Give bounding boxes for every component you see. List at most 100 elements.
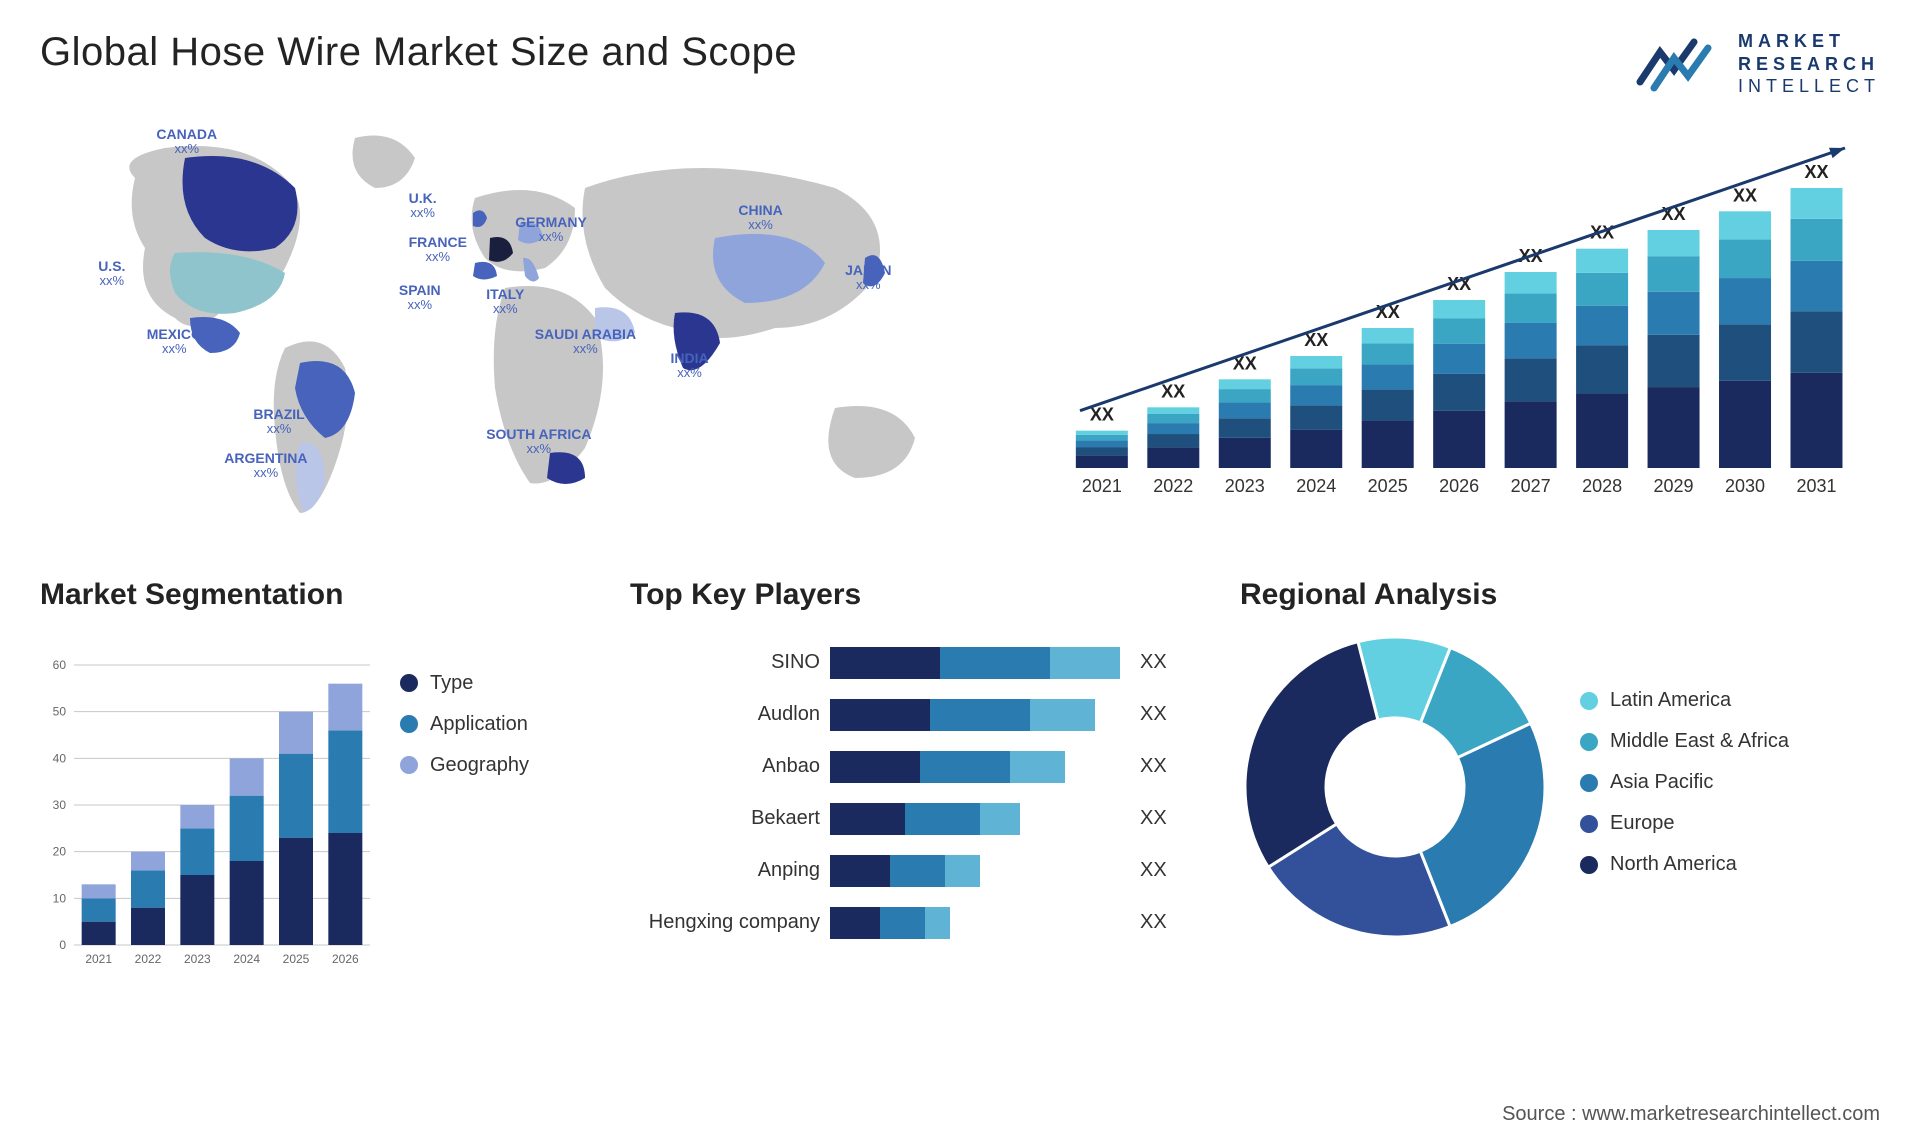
world-map (40, 118, 1010, 518)
legend-dot (400, 756, 418, 774)
map-label-italy: ITALYxx% (486, 286, 524, 317)
player-row: Audlon XX (630, 694, 1190, 736)
regional-legend: Latin America Middle East & Africa Asia Pa… (1580, 679, 1880, 894)
regional-title: Regional Analysis (1240, 578, 1880, 612)
player-name: Bekaert (630, 807, 820, 830)
svg-text:2028: 2028 (1582, 476, 1622, 496)
player-value: XX (1140, 911, 1190, 934)
svg-text:2023: 2023 (184, 952, 211, 966)
player-name: Anbao (630, 755, 820, 778)
regional-panel: Regional Analysis Latin America Middle Ea… (1240, 578, 1880, 998)
svg-text:20: 20 (53, 844, 67, 858)
legend-label: Geography (430, 754, 529, 777)
map-label-u-s-: U.S.xx% (98, 258, 125, 289)
svg-text:2023: 2023 (1225, 476, 1265, 496)
source-attribution: Source : www.marketresearchintellect.com (1502, 1103, 1880, 1126)
svg-text:XX: XX (1161, 381, 1185, 401)
player-value: XX (1140, 755, 1190, 778)
svg-text:30: 30 (53, 798, 67, 812)
legend-item-latin-america: Latin America (1580, 689, 1880, 712)
player-bar-segment (830, 803, 905, 835)
map-label-argentina: ARGENTINAxx% (224, 450, 307, 481)
legend-dot (1580, 733, 1598, 751)
legend-dot (400, 715, 418, 733)
segmentation-legend: TypeApplicationGeography (400, 632, 580, 998)
player-value: XX (1140, 859, 1190, 882)
segmentation-title: Market Segmentation (40, 578, 580, 612)
svg-text:2025: 2025 (283, 952, 310, 966)
svg-text:XX: XX (1804, 162, 1828, 182)
player-bar-segment (925, 907, 950, 939)
legend-label: North America (1610, 853, 1737, 876)
map-label-brazil: BRAZILxx% (253, 406, 304, 437)
svg-text:2025: 2025 (1368, 476, 1408, 496)
legend-item-geography: Geography (400, 754, 580, 777)
segmentation-chart: 0102030405060202120222023202420252026 (40, 632, 380, 998)
legend-item-north-america: North America (1580, 853, 1880, 876)
map-label-mexico: MEXICOxx% (147, 326, 202, 357)
player-bar-segment (830, 647, 940, 679)
players-list: SINOXXAudlonXXAnbaoXXBekaertXXAnpingXXHe… (630, 632, 1190, 944)
player-bar-segment (830, 699, 930, 731)
legend-label: Latin America (1610, 689, 1731, 712)
forecast-chart-panel: XX2021XX2022XX2023XX2024XX2025XX2026XX20… (1050, 118, 1880, 518)
map-label-japan: JAPANxx% (845, 262, 891, 293)
player-row: Bekaert XX (630, 798, 1190, 840)
brand-logo: MARKET RESEARCH INTELLECT (1634, 30, 1880, 98)
legend-dot (1580, 856, 1598, 874)
player-name: SINO (630, 651, 820, 674)
map-label-france: FRANCExx% (409, 234, 467, 265)
svg-text:2027: 2027 (1511, 476, 1551, 496)
player-name: Audlon (630, 703, 820, 726)
player-bar-segment (830, 855, 890, 887)
svg-text:10: 10 (53, 891, 67, 905)
legend-item-middle-east-africa: Middle East & Africa (1580, 730, 1880, 753)
segmentation-panel: Market Segmentation 01020304050602021202… (40, 578, 580, 998)
logo-icon (1634, 32, 1724, 96)
map-label-china: CHINAxx% (738, 202, 782, 233)
player-bar (830, 699, 1130, 731)
map-label-spain: SPAINxx% (399, 282, 441, 313)
svg-text:2026: 2026 (332, 952, 359, 966)
logo-text-3: INTELLECT (1738, 75, 1880, 98)
legend-label: Application (430, 713, 528, 736)
player-name: Anping (630, 859, 820, 882)
player-bar-segment (980, 803, 1020, 835)
player-bar-segment (830, 907, 880, 939)
player-bar (830, 803, 1130, 835)
regional-donut-chart (1240, 632, 1550, 942)
legend-item-asia-pacific: Asia Pacific (1580, 771, 1880, 794)
svg-text:2021: 2021 (85, 952, 112, 966)
players-title: Top Key Players (630, 578, 1190, 612)
player-bar-segment (945, 855, 980, 887)
svg-text:2022: 2022 (135, 952, 162, 966)
page-title: Global Hose Wire Market Size and Scope (40, 30, 797, 75)
svg-text:2029: 2029 (1654, 476, 1694, 496)
player-row: Anbao XX (630, 746, 1190, 788)
legend-item-application: Application (400, 713, 580, 736)
map-label-india: INDIAxx% (671, 350, 709, 381)
player-bar (830, 907, 1130, 939)
svg-text:0: 0 (59, 938, 66, 952)
player-row: Anping XX (630, 850, 1190, 892)
legend-label: Middle East & Africa (1610, 730, 1789, 753)
player-bar-segment (920, 751, 1010, 783)
svg-text:2022: 2022 (1153, 476, 1193, 496)
map-label-germany: GERMANYxx% (515, 214, 587, 245)
player-name: Hengxing company (630, 911, 820, 934)
svg-text:60: 60 (53, 658, 67, 672)
player-bar-segment (880, 907, 925, 939)
legend-dot (1580, 692, 1598, 710)
player-bar-segment (890, 855, 945, 887)
svg-text:2030: 2030 (1725, 476, 1765, 496)
player-value: XX (1140, 807, 1190, 830)
player-bar (830, 855, 1130, 887)
logo-text-1: MARKET (1738, 30, 1880, 53)
map-label-u-k-: U.K.xx% (409, 190, 437, 221)
player-bar (830, 751, 1130, 783)
player-value: XX (1140, 703, 1190, 726)
player-row: SINOXX (630, 642, 1190, 684)
world-map-panel: CANADAxx%U.S.xx%MEXICOxx%BRAZILxx%ARGENT… (40, 118, 1010, 518)
forecast-bar-chart: XX2021XX2022XX2023XX2024XX2025XX2026XX20… (1050, 118, 1880, 518)
svg-text:XX: XX (1090, 404, 1114, 424)
